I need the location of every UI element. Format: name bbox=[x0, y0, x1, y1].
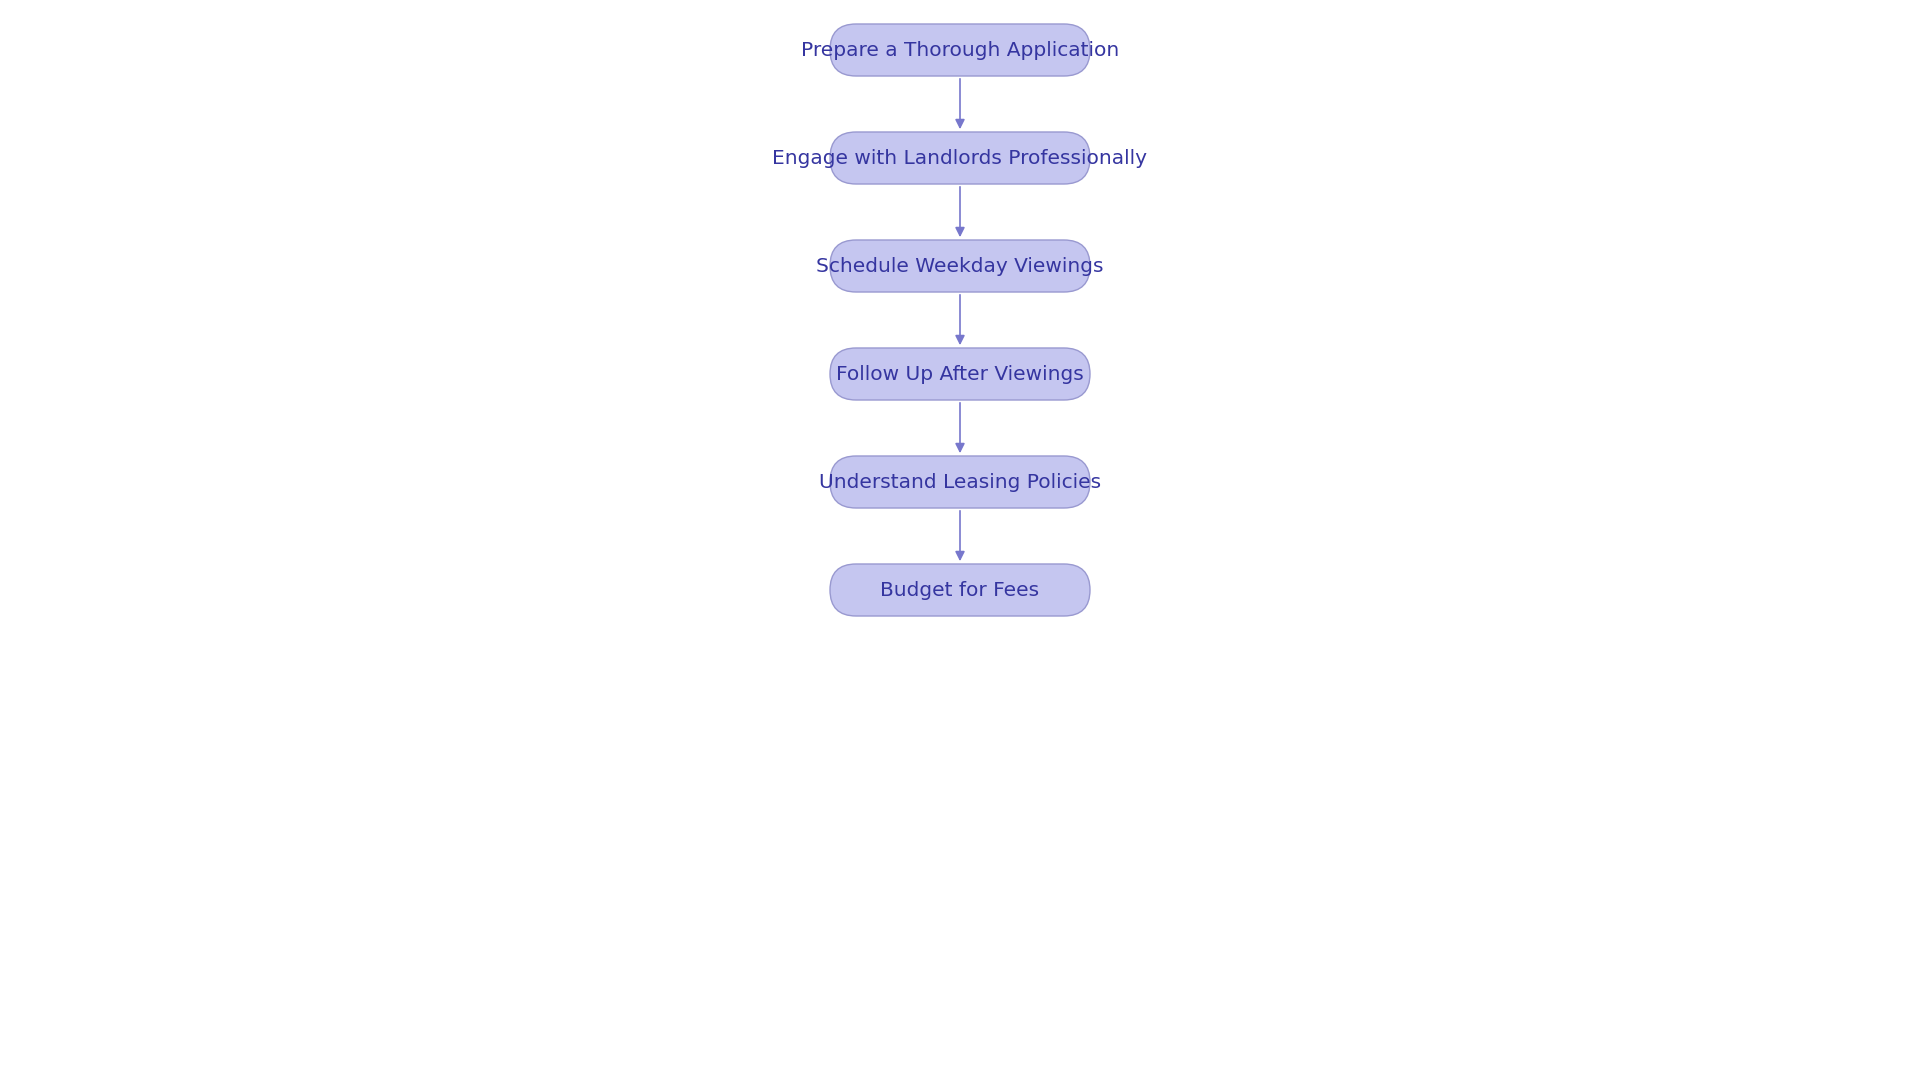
Text: Budget for Fees: Budget for Fees bbox=[881, 580, 1039, 600]
FancyBboxPatch shape bbox=[829, 240, 1091, 292]
FancyBboxPatch shape bbox=[829, 456, 1091, 508]
FancyBboxPatch shape bbox=[829, 132, 1091, 184]
FancyBboxPatch shape bbox=[829, 564, 1091, 616]
FancyBboxPatch shape bbox=[829, 348, 1091, 400]
Text: Prepare a Thorough Application: Prepare a Thorough Application bbox=[801, 40, 1119, 60]
FancyBboxPatch shape bbox=[829, 24, 1091, 76]
Text: Schedule Weekday Viewings: Schedule Weekday Viewings bbox=[816, 257, 1104, 275]
Text: Engage with Landlords Professionally: Engage with Landlords Professionally bbox=[772, 148, 1148, 168]
Text: Understand Leasing Policies: Understand Leasing Policies bbox=[820, 472, 1100, 492]
Text: Follow Up After Viewings: Follow Up After Viewings bbox=[835, 365, 1085, 383]
